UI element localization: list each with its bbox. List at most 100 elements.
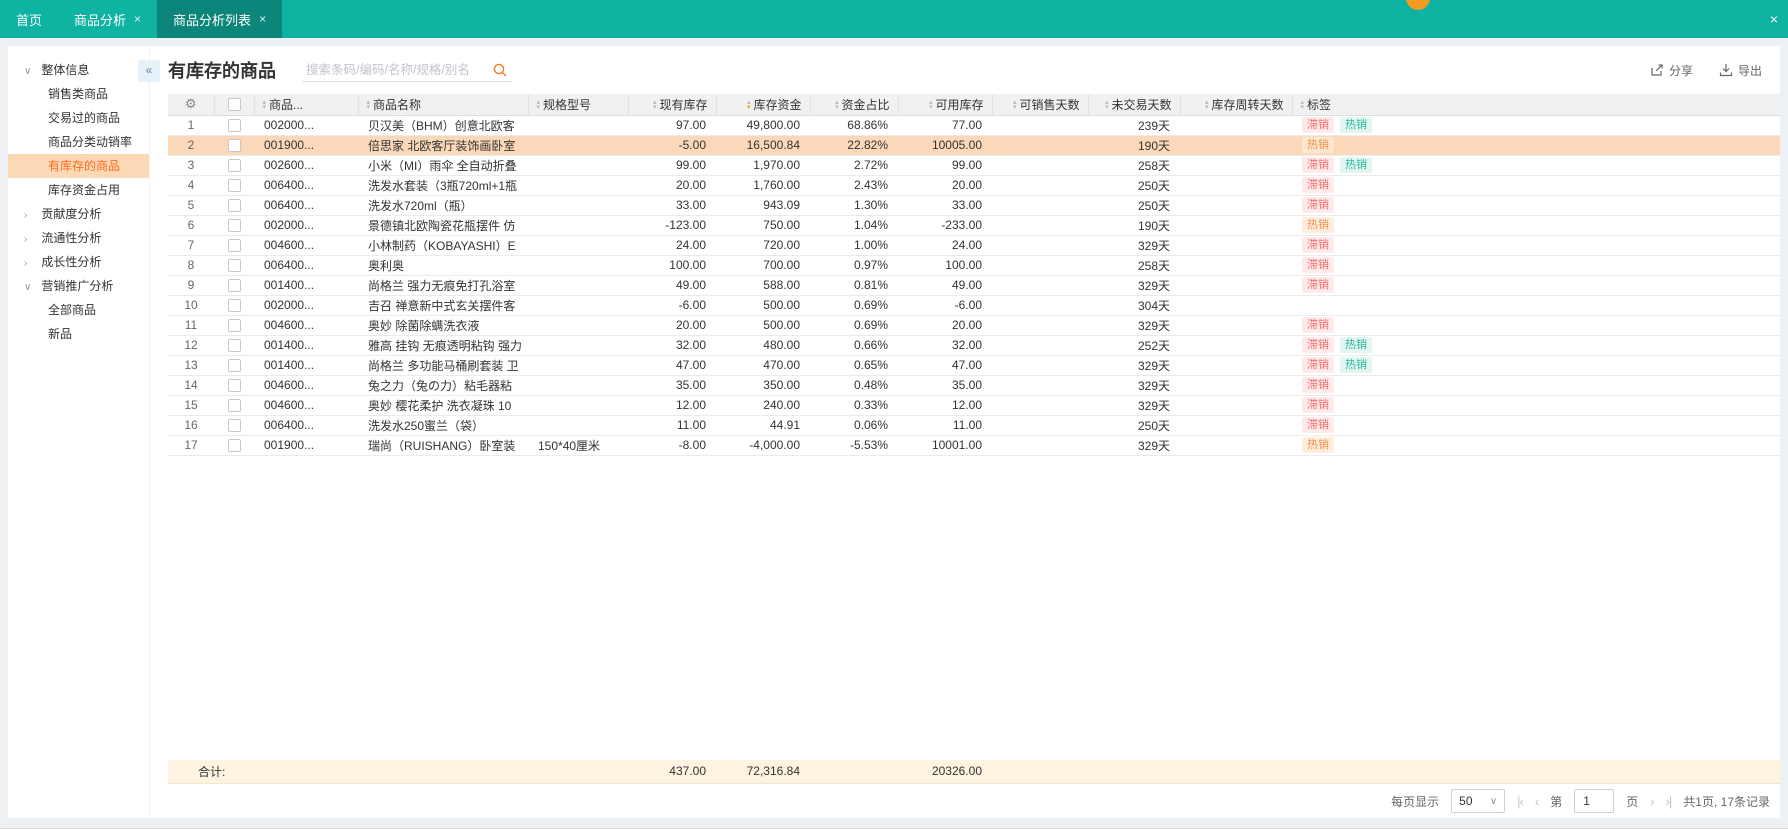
sort-icon[interactable]: ▴ ▾: [1300, 98, 1305, 111]
table-row[interactable]: 13 001400... 尚格兰 多功能马桶刷套装 卫 47.00 470.00…: [168, 355, 1780, 376]
column-header-turnover-days[interactable]: ▴ ▾ 库存周转天数: [1180, 94, 1293, 116]
checkbox-icon[interactable]: [227, 339, 241, 353]
checkbox-icon[interactable]: [227, 259, 241, 273]
sidebar-collapse-button[interactable]: «: [138, 60, 160, 82]
sidebar-group-contribution[interactable]: › 贡献度分析: [8, 202, 149, 226]
column-header-fund[interactable]: ▴ ▾ 库存资金: [716, 94, 811, 116]
share-button[interactable]: 分享: [1650, 62, 1693, 79]
table-row[interactable]: 6 002000... 景德镇北欧陶瓷花瓶摆件 仿 -123.00 750.00…: [168, 215, 1780, 236]
column-header-code[interactable]: ▴ ▾ 商品...: [254, 94, 359, 116]
topbar-close-icon[interactable]: ×: [1769, 11, 1778, 27]
tab-product-analysis-list[interactable]: 商品分析列表 ×: [157, 0, 283, 38]
row-checkbox[interactable]: [214, 195, 254, 216]
column-header-stock[interactable]: ▴ ▾ 现有库存: [628, 94, 717, 116]
sidebar-item-in-stock-products[interactable]: 有库存的商品: [8, 154, 149, 178]
sort-icon[interactable]: ▴ ▾: [1204, 98, 1209, 111]
last-page-button[interactable]: ›|: [1665, 793, 1673, 809]
sidebar-item-category-turnover[interactable]: 商品分类动销率: [8, 130, 149, 154]
sort-icon[interactable]: ▴ ▾: [1012, 98, 1017, 111]
tab-close-icon[interactable]: ×: [259, 12, 267, 26]
search-input[interactable]: [306, 62, 484, 77]
checkbox-icon[interactable]: [227, 399, 241, 413]
row-checkbox[interactable]: [214, 175, 254, 196]
next-page-button[interactable]: ›: [1650, 793, 1654, 809]
sidebar-item-sales-products[interactable]: 销售类商品: [8, 82, 149, 106]
table-row[interactable]: 11 004600... 奥妙 除菌除螨洗衣液 20.00 500.00 0.6…: [168, 315, 1780, 336]
checkbox-icon[interactable]: [227, 119, 241, 133]
sort-icon[interactable]: ▴ ▾: [536, 98, 541, 111]
checkbox-icon[interactable]: [227, 439, 241, 453]
table-row[interactable]: 8 006400... 奥利奥 100.00 700.00 0.97% 100.…: [168, 255, 1780, 276]
sidebar-item-traded-products[interactable]: 交易过的商品: [8, 106, 149, 130]
sort-icon[interactable]: ▴ ▾: [1104, 98, 1109, 111]
sidebar-group-growth[interactable]: › 成长性分析: [8, 250, 149, 274]
row-checkbox[interactable]: [214, 395, 254, 416]
row-checkbox[interactable]: [214, 435, 254, 456]
avatar[interactable]: [1406, 0, 1430, 10]
checkbox-icon[interactable]: [227, 279, 241, 293]
tab-home[interactable]: 首页: [0, 0, 58, 38]
sidebar-item-stock-fund-usage[interactable]: 库存资金占用: [8, 178, 149, 202]
row-checkbox[interactable]: [214, 355, 254, 376]
table-row[interactable]: 17 001900... 瑞尚（RUISHANG）卧室装 150*40厘米 -8…: [168, 435, 1780, 456]
table-row[interactable]: 3 002600... 小米（MI）雨伞 全自动折叠 99.00 1,970.0…: [168, 155, 1780, 176]
sort-icon[interactable]: ▴ ▾: [366, 98, 371, 111]
checkbox-icon[interactable]: [227, 159, 241, 173]
column-header-tags[interactable]: ▴ ▾ 标签: [1292, 94, 1780, 116]
column-header-avail[interactable]: ▴ ▾ 可用库存: [898, 94, 993, 116]
page-input[interactable]: 1: [1574, 789, 1615, 813]
sort-icon[interactable]: ▴ ▾: [834, 98, 839, 111]
checkbox-icon[interactable]: [227, 219, 241, 233]
table-row[interactable]: 1 002000... 贝汉美（BHM）创意北欧客 97.00 49,800.0…: [168, 115, 1780, 136]
tab-product-analysis[interactable]: 商品分析 ×: [58, 0, 157, 38]
row-checkbox[interactable]: [214, 235, 254, 256]
checkbox-icon[interactable]: [227, 199, 241, 213]
sidebar-item-new-products[interactable]: 新品: [8, 322, 149, 346]
table-row[interactable]: 12 001400... 雅高 挂钩 无痕透明粘钩 强力 32.00 480.0…: [168, 335, 1780, 356]
column-header-sale-days[interactable]: ▴ ▾ 可销售天数: [992, 94, 1089, 116]
checkbox-icon[interactable]: [227, 239, 241, 253]
table-row[interactable]: 14 004600... 兔之力（兔の力）粘毛器粘 35.00 350.00 0…: [168, 375, 1780, 396]
table-row[interactable]: 15 004600... 奥妙 樱花柔护 洗衣凝珠 10 12.00 240.0…: [168, 395, 1780, 416]
row-checkbox[interactable]: [214, 335, 254, 356]
per-page-select[interactable]: 50 ∨: [1451, 789, 1506, 813]
column-header-no-trade-days[interactable]: ▴ ▾ 未交易天数: [1088, 94, 1181, 116]
checkbox-icon[interactable]: [227, 139, 241, 153]
checkbox-icon[interactable]: [227, 98, 241, 112]
row-checkbox[interactable]: [214, 275, 254, 296]
search-icon[interactable]: [492, 62, 508, 78]
sort-icon[interactable]: ▴ ▾: [262, 98, 267, 111]
table-row[interactable]: 2 001900... 倍思家 北欧客厅装饰画卧室 -5.00 16,500.8…: [168, 135, 1780, 156]
table-row[interactable]: 9 001400... 尚格兰 强力无痕免打孔浴室 49.00 588.00 0…: [168, 275, 1780, 296]
prev-page-button[interactable]: ‹: [1534, 793, 1539, 809]
checkbox-icon[interactable]: [227, 419, 241, 433]
checkbox-icon[interactable]: [227, 179, 241, 193]
sort-desc-icon[interactable]: ▴ ▾: [746, 98, 751, 111]
tab-close-icon[interactable]: ×: [134, 12, 142, 26]
gear-icon[interactable]: ⚙: [184, 96, 197, 112]
first-page-button[interactable]: |‹: [1517, 793, 1524, 809]
checkbox-icon[interactable]: [227, 359, 241, 373]
row-checkbox[interactable]: [214, 215, 254, 236]
sidebar-group-overall[interactable]: ∨ 整体信息: [8, 58, 149, 82]
row-checkbox[interactable]: [214, 135, 254, 156]
export-button[interactable]: 导出: [1719, 62, 1762, 79]
row-checkbox[interactable]: [214, 295, 254, 316]
row-checkbox[interactable]: [214, 315, 254, 336]
table-row[interactable]: 16 006400... 洗发水250蜜兰（袋） 11.00 44.91 0.0…: [168, 415, 1780, 436]
row-checkbox[interactable]: [214, 375, 254, 396]
column-header-name[interactable]: ▴ ▾ 商品名称: [358, 94, 529, 116]
table-row[interactable]: 10 002000... 吉召 禅意新中式玄关摆件客 -6.00 500.00 …: [168, 295, 1780, 316]
sidebar-group-circulation[interactable]: › 流通性分析: [8, 226, 149, 250]
row-checkbox[interactable]: [214, 115, 254, 136]
table-row[interactable]: 5 006400... 洗发水720ml（瓶） 33.00 943.09 1.3…: [168, 195, 1780, 216]
checkbox-icon[interactable]: [227, 379, 241, 393]
sort-icon[interactable]: ▴ ▾: [928, 98, 933, 111]
select-all-header[interactable]: [214, 94, 255, 116]
row-checkbox[interactable]: [214, 155, 254, 176]
row-checkbox[interactable]: [214, 255, 254, 276]
sidebar-group-marketing[interactable]: ∨ 营销推广分析: [8, 274, 149, 298]
checkbox-icon[interactable]: [227, 319, 241, 333]
column-header-ratio[interactable]: ▴ ▾ 资金占比: [810, 94, 899, 116]
sort-icon[interactable]: ▴ ▾: [652, 98, 657, 111]
